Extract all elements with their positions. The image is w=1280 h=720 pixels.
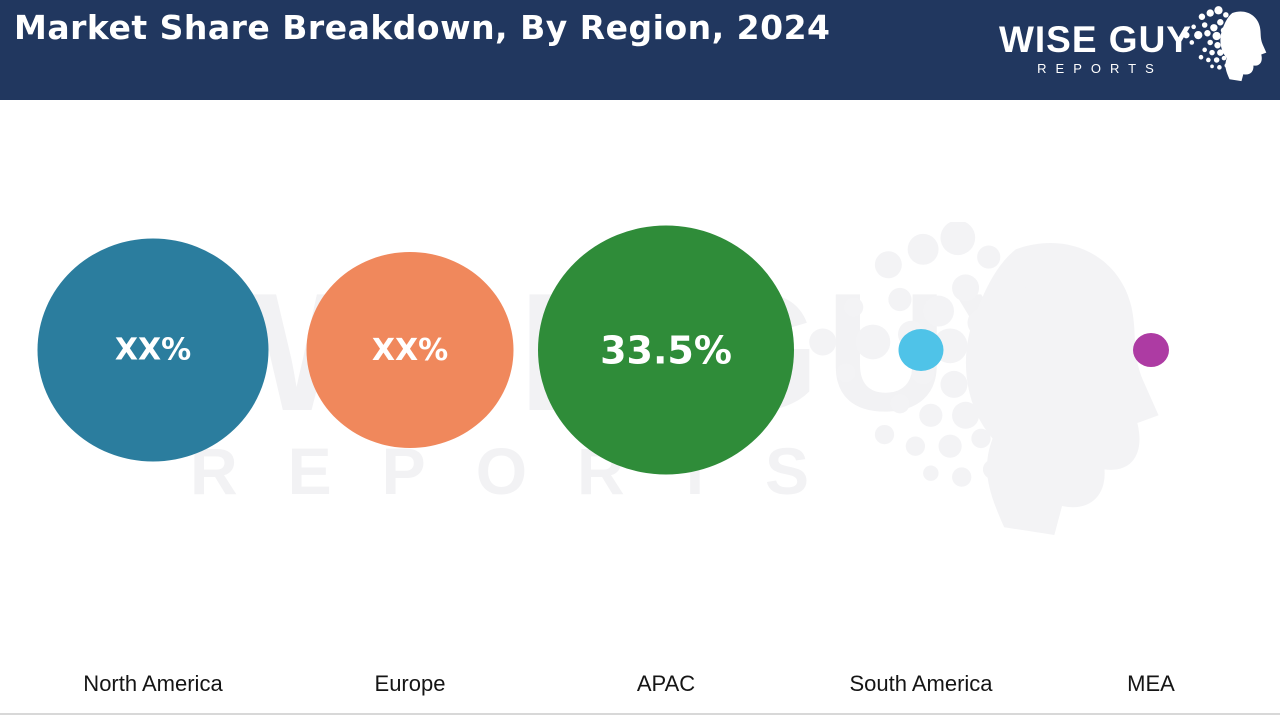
bubble-apac: 33.5% (538, 225, 794, 475)
header-bar: Market Share Breakdown, By Region, 2024 … (0, 0, 1280, 100)
bubble-value-north-america: XX% (114, 332, 192, 368)
bubble-value-apac: 33.5% (600, 328, 732, 372)
logo-name: WISE GUY (998, 18, 1192, 60)
watermark-tagline: REPORTS (190, 434, 860, 508)
bubble-south-america (898, 329, 944, 371)
logo-head-icon (1178, 6, 1270, 90)
bubble-value-europe: XX% (371, 332, 449, 368)
axis-label-europe: Europe (374, 671, 446, 696)
axis-label-north-america: North America (83, 671, 223, 696)
axis-label-apac: APAC (636, 671, 696, 696)
watermark-head-icon (788, 222, 1174, 570)
bottom-divider (0, 713, 1280, 715)
page-title: Market Share Breakdown, By Region, 2024 (14, 8, 831, 47)
logo-text: WISE GUY REPORTS (998, 18, 1192, 77)
bubble-europe: XX% (306, 252, 514, 448)
logo-tagline: REPORTS (1037, 61, 1163, 77)
wise-guy-logo: WISE GUY REPORTS (999, 6, 1270, 90)
axis-label-south-america: South America (849, 671, 993, 696)
bubble-mea (1133, 333, 1169, 367)
axis-label-mea: MEA (1127, 671, 1175, 696)
bubble-north-america: XX% (37, 238, 269, 462)
